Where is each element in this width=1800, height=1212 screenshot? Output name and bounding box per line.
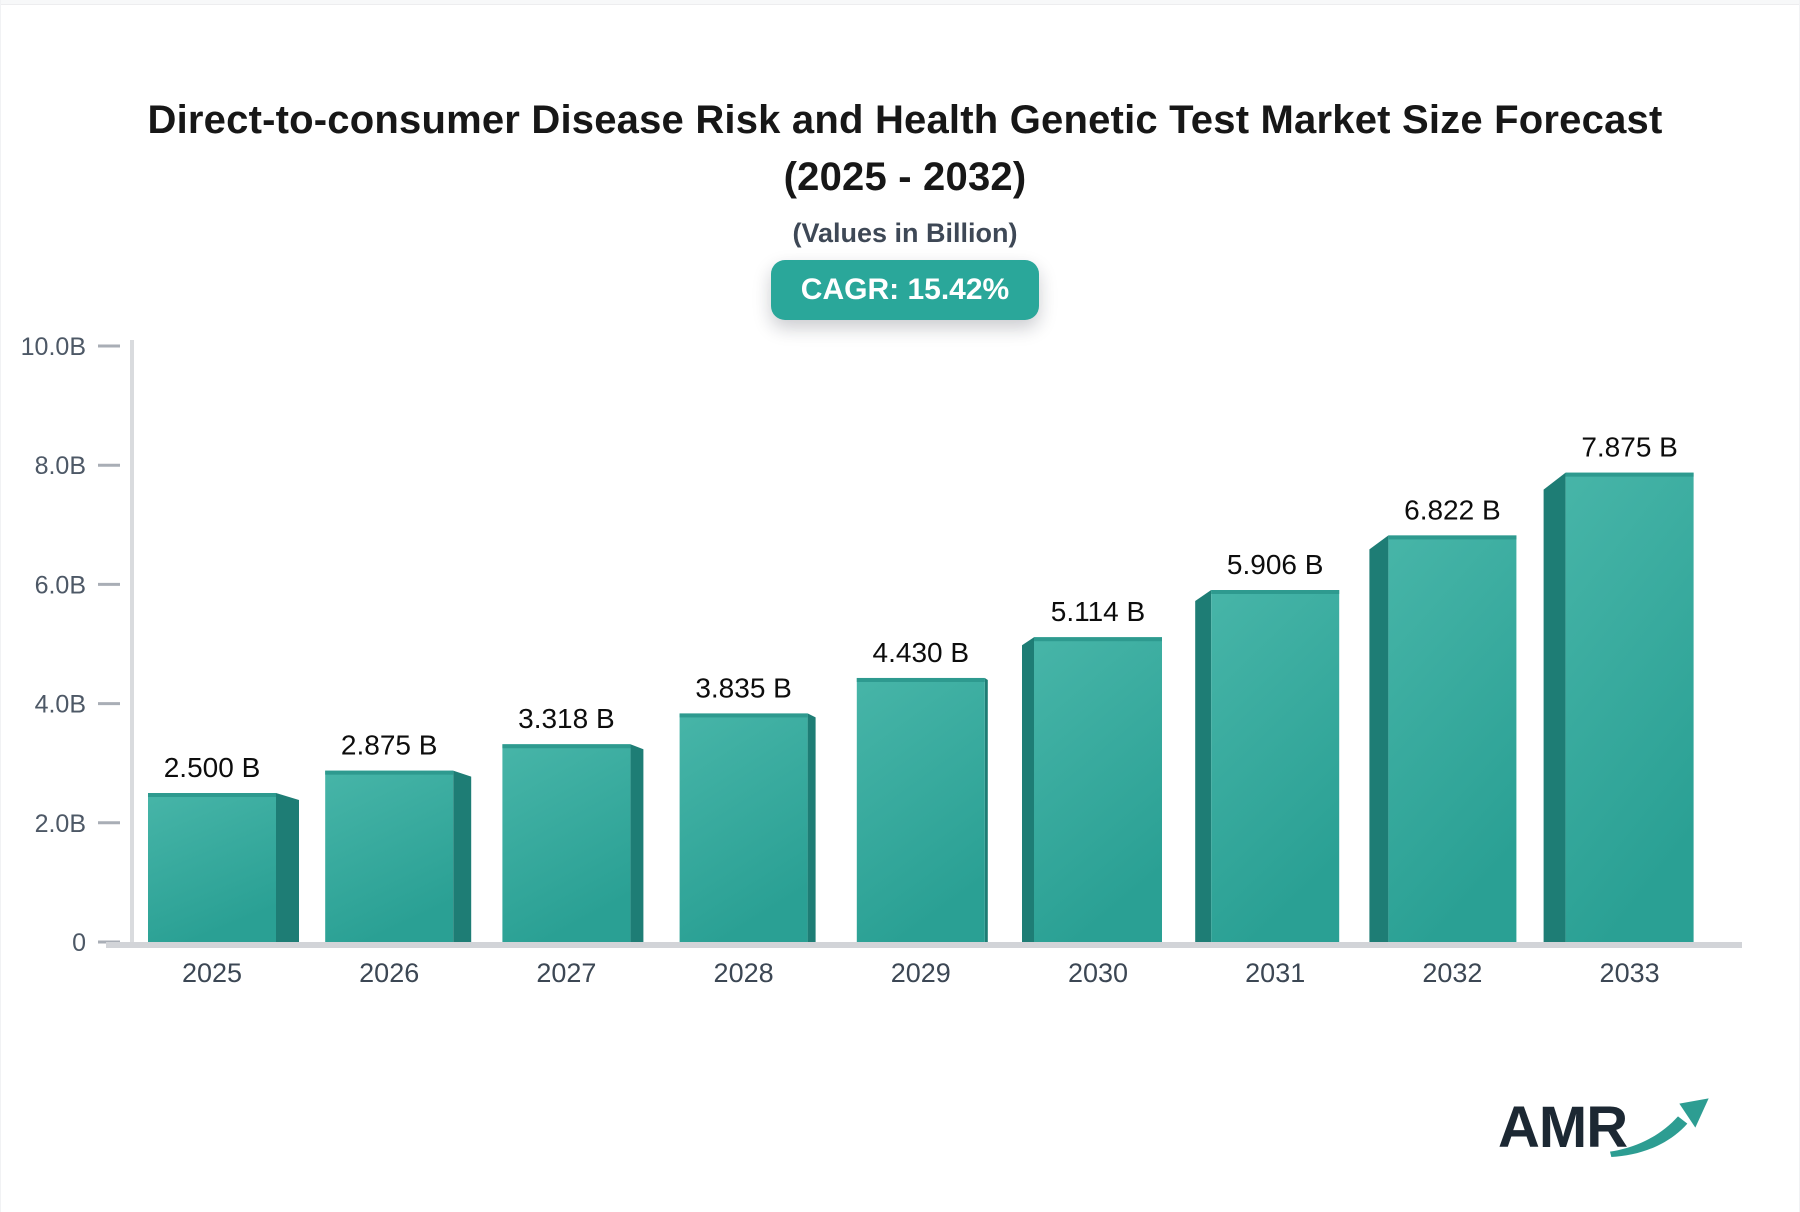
bar-value-label: 4.430 B (873, 637, 970, 668)
bar-2032: 6.822 B 2032 (1369, 494, 1517, 988)
bar-value-label: 2.875 B (341, 730, 438, 761)
amr-logo: AMR (1498, 1086, 1709, 1178)
bar-side-face (1543, 472, 1566, 942)
bar-side-face (453, 770, 472, 942)
bar-2026: 2.875 B 2026 (325, 730, 472, 988)
bar-2033: 7.875 B 2033 (1543, 432, 1694, 988)
page-top-strip (0, 0, 1800, 5)
bar-top-edge (148, 793, 276, 797)
chart-title-line1: Direct-to-consumer Disease Risk and Heal… (147, 98, 1663, 142)
y-tick-label: 6.0B (35, 571, 86, 599)
bar-side-face (1022, 637, 1034, 942)
bar-side-face (1369, 535, 1389, 942)
x-axis-label: 2031 (1245, 958, 1305, 988)
bar-value-label: 5.114 B (1051, 596, 1145, 627)
y-tick: 8.0B (35, 452, 120, 480)
cagr-badge: CAGR: 15.42% (770, 259, 1040, 320)
bar-side-face (807, 713, 816, 942)
bar-2028: 3.835 B 2028 (679, 672, 816, 988)
bar-2030: 5.114 B 2030 (1022, 596, 1162, 988)
bar-front-face (325, 770, 454, 942)
y-tick-label: 8.0B (35, 452, 86, 480)
bar-2027: 3.318 B 2027 (502, 703, 644, 988)
y-tick-label: 10.0B (21, 333, 86, 361)
amr-logo-text: AMR (1498, 1095, 1628, 1160)
bar-side-face (984, 677, 988, 942)
bar-value-label: 3.835 B (695, 672, 792, 703)
x-axis-label: 2027 (536, 958, 596, 988)
bar-front-face (1034, 637, 1162, 942)
x-axis-label: 2032 (1422, 958, 1482, 988)
bar-value-label: 5.906 B (1227, 549, 1324, 580)
chart-header: Direct-to-consumer Disease Risk and Heal… (0, 0, 1800, 320)
bar-top-edge (325, 770, 454, 775)
bar-2029: 4.430 B 2029 (856, 637, 988, 988)
bar-top-edge (1034, 637, 1162, 642)
y-tick: 10.0B (21, 333, 120, 361)
bar-top-edge (679, 713, 808, 718)
page-left-edge (0, 0, 1, 1212)
bar-side-face (276, 793, 299, 942)
chart-title: Direct-to-consumer Disease Risk and Heal… (40, 92, 1770, 206)
bar-value-label: 3.318 B (518, 703, 615, 734)
x-axis-label: 2033 (1600, 958, 1660, 988)
bar-front-face (856, 677, 985, 942)
bar-top-edge (1211, 590, 1340, 595)
bar-top-edge (856, 677, 985, 682)
x-axis-label: 2029 (891, 958, 951, 988)
y-tick: 6.0B (35, 571, 120, 599)
bar-front-face (1388, 535, 1517, 942)
bar-side-face (1195, 590, 1212, 942)
y-tick-label: 2.0B (35, 810, 86, 838)
x-axis-label: 2030 (1068, 958, 1128, 988)
chart-title-line2: (2025 - 2032) (783, 154, 1027, 199)
bar-side-face (630, 744, 644, 942)
y-tick: 4.0B (35, 691, 120, 719)
bar-value-label: 7.875 B (1581, 432, 1678, 463)
bar-top-edge (502, 744, 631, 749)
chart-subtitle: (Values in Billion) (792, 217, 1018, 248)
y-tick-label: 4.0B (35, 691, 86, 719)
bar-front-face (502, 744, 631, 942)
bar-value-label: 6.822 B (1404, 494, 1501, 525)
bar-top-edge (1388, 535, 1517, 540)
bar-value-label: 2.500 B (164, 752, 261, 783)
x-axis-label: 2028 (714, 958, 774, 988)
bar-front-face (148, 793, 276, 942)
bar-front-face (679, 713, 808, 942)
x-axis-label: 2026 (359, 958, 419, 988)
bar-front-face (1565, 472, 1694, 942)
growth-arrow-icon (1610, 1098, 1709, 1157)
bar-2031: 5.906 B 2031 (1195, 549, 1340, 988)
bar-front-face (1211, 590, 1340, 942)
bar-2025: 2.500 B 2025 (148, 752, 299, 988)
x-axis-label: 2025 (182, 958, 242, 988)
y-tick: 2.0B (35, 810, 120, 838)
bar-top-edge (1565, 472, 1694, 477)
y-tick-label: 0 (72, 929, 86, 957)
